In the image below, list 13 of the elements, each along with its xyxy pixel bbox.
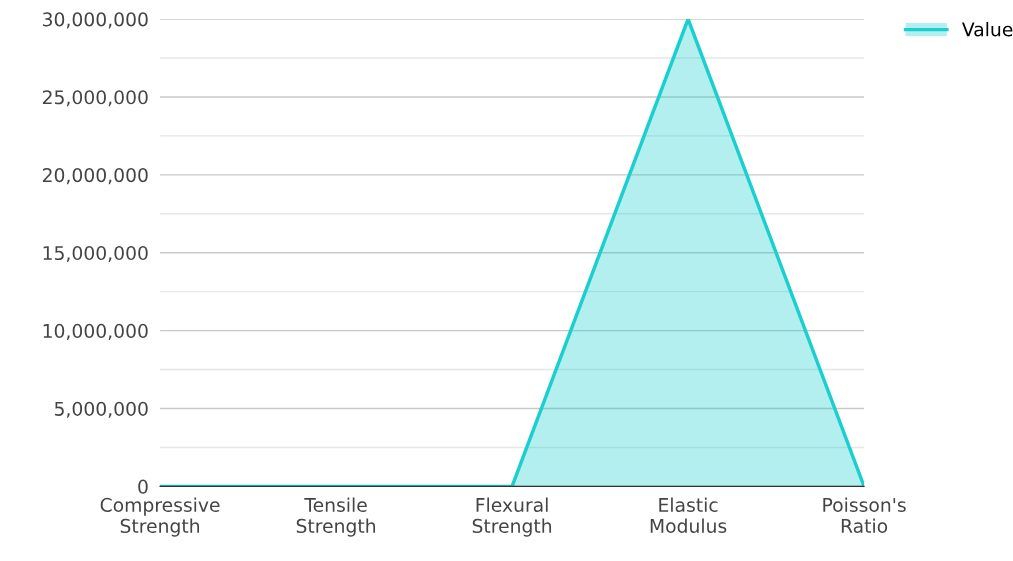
x-tick-label: Flexural Strength xyxy=(472,497,552,537)
x-tick-label: Compressive Strength xyxy=(100,497,220,537)
y-tick-label: 5,000,000 xyxy=(54,401,148,418)
x-tick-label: Elastic Modulus xyxy=(650,497,727,534)
y-tick-label: 10,000,000 xyxy=(43,323,148,340)
y-tick-label: 15,000,000 xyxy=(43,245,148,263)
legend-label: Value xyxy=(962,21,1013,37)
y-tick-label: 25,000,000 xyxy=(42,90,148,107)
y-tick-label: 0 xyxy=(138,479,148,494)
y-tick-label: 20,000,000 xyxy=(42,168,148,185)
x-tick-label: Tensile Strength xyxy=(296,497,376,537)
x-tick-label: Poisson's Ratio xyxy=(823,497,906,534)
y-tick-label: 30,000,000 xyxy=(43,12,148,29)
